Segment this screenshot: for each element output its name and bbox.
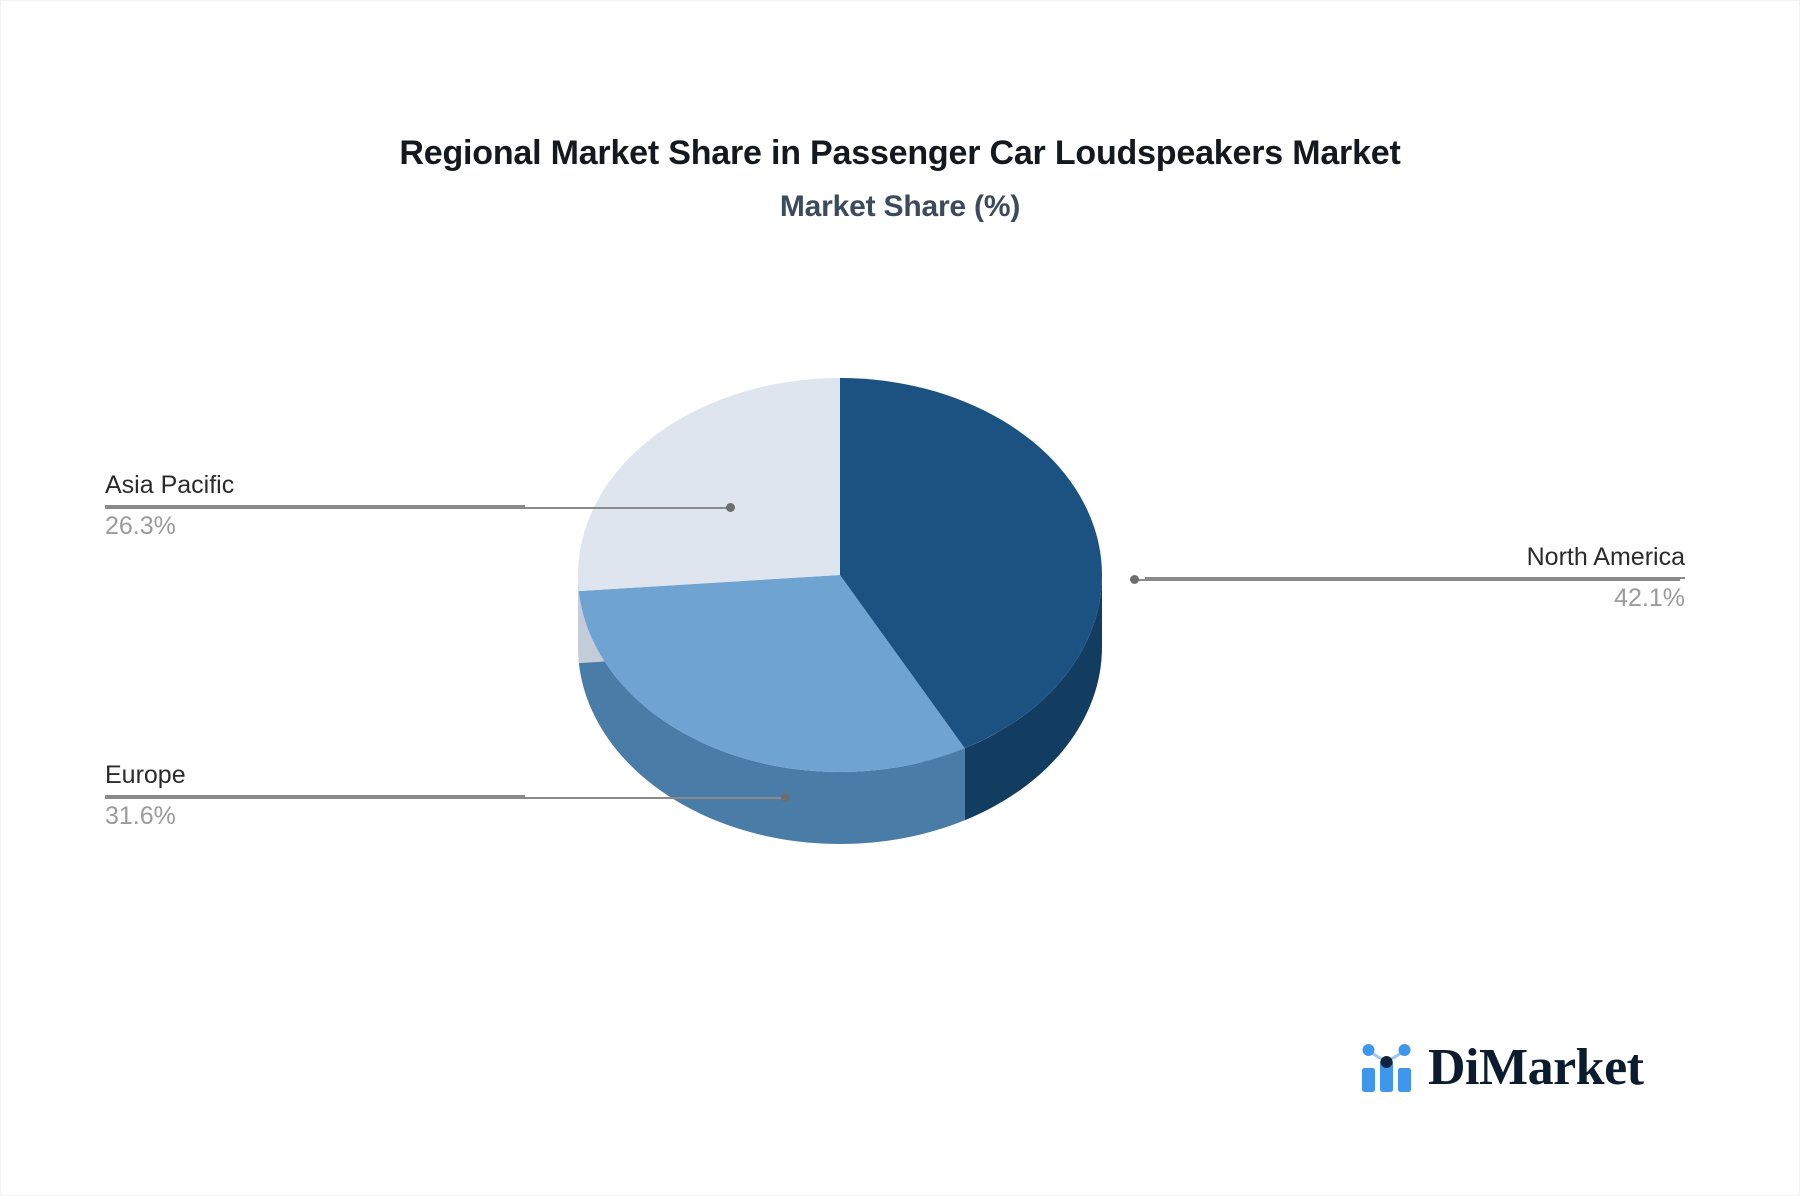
callout-label-asia-pacific: Asia Pacific xyxy=(105,471,235,499)
pie-side-north-america xyxy=(964,575,1102,821)
callout-value-north-america: 42.1% xyxy=(1614,584,1685,612)
callout-value-asia-pacific: 26.3% xyxy=(105,512,176,540)
callout-north-america: North America 42.1% xyxy=(1145,540,1685,615)
brand-logo: DiMarket xyxy=(1360,1039,1644,1096)
pie-slice-north-america xyxy=(840,378,1102,749)
brand-logo-text: DiMarket xyxy=(1428,1039,1644,1096)
leader-dot-north-america xyxy=(1130,575,1139,584)
callout-rule-asia-pacific xyxy=(105,505,525,507)
pie-slice-europe xyxy=(578,575,965,772)
leader-line-europe xyxy=(105,797,785,799)
leader-line-north-america xyxy=(1135,579,1680,581)
callout-europe: Europe 31.6% xyxy=(105,758,525,833)
pie-chart-svg xyxy=(578,378,1102,844)
pie-slice-asia-pacific xyxy=(578,378,840,592)
pie-top-slices xyxy=(578,378,1102,772)
pie-side-asia-pacific xyxy=(578,575,579,664)
callout-rule-north-america xyxy=(1145,577,1685,579)
callout-rule-europe xyxy=(105,795,525,797)
callout-asia-pacific: Asia Pacific 26.3% xyxy=(105,468,525,543)
callout-value-europe: 31.6% xyxy=(105,802,176,830)
callout-label-north-america: North America xyxy=(1526,543,1685,571)
page-title: Regional Market Share in Passenger Car L… xyxy=(399,134,1401,172)
leader-line-asia-pacific xyxy=(105,507,730,509)
chart-subtitle: Market Share (%) xyxy=(779,190,1021,223)
pie-chart xyxy=(560,330,1120,890)
callout-label-europe: Europe xyxy=(105,761,186,789)
pie-side-europe xyxy=(578,591,965,844)
leader-dot-asia-pacific xyxy=(726,503,735,512)
leader-dot-europe xyxy=(781,793,790,802)
bar-chart-icon xyxy=(1362,1044,1411,1092)
